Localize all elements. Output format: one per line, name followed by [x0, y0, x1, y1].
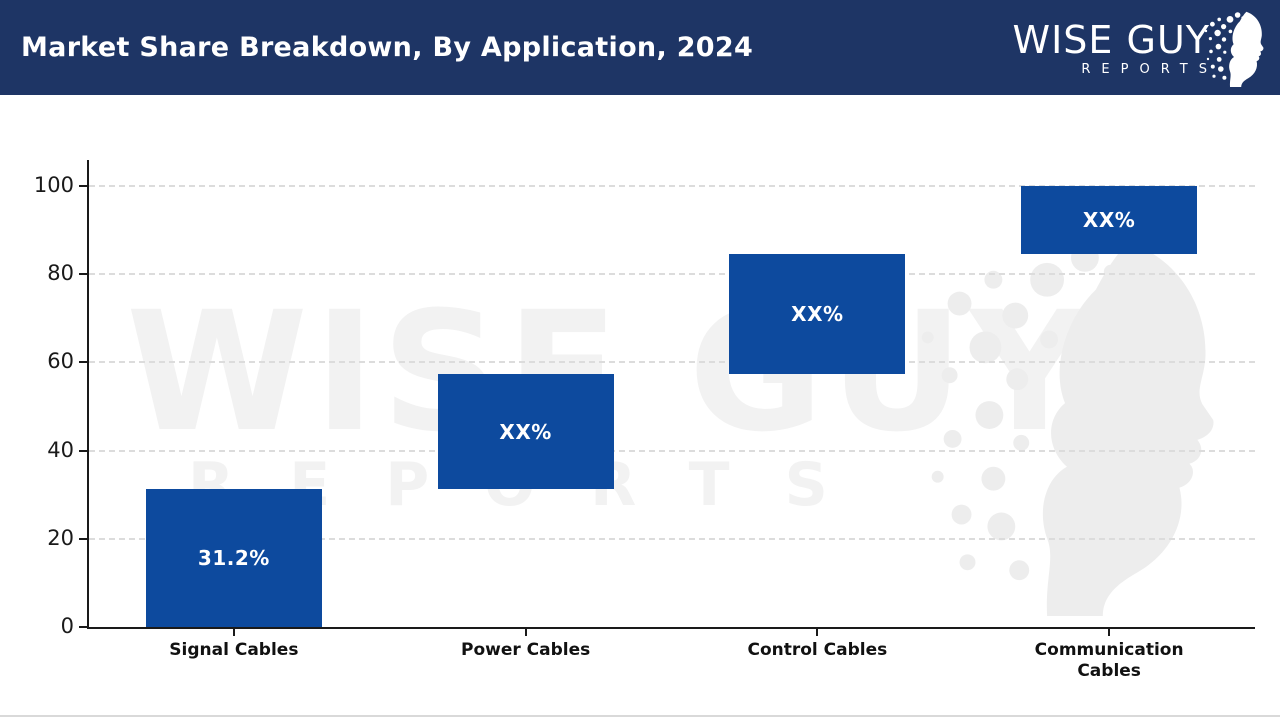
x-tick-label-2: Power Cables [460, 640, 591, 660]
y-tick-label: 100 [33, 173, 74, 197]
bar-3: XX% [729, 253, 906, 374]
x-tick-mark [816, 629, 819, 636]
y-axis-spine [87, 160, 89, 629]
page-title: Market Share Breakdown, By Application, … [21, 32, 754, 63]
header: Market Share Breakdown, By Application, … [0, 0, 1280, 95]
y-tick-mark [79, 273, 87, 276]
bar-value-label: XX% [1082, 207, 1136, 232]
gridline-100 [89, 185, 1255, 187]
x-tick-label-4: Communication Cables [1034, 640, 1184, 682]
gridline-80 [89, 273, 1255, 276]
y-tick-label: 80 [47, 261, 74, 286]
y-tick-label: 0 [60, 614, 74, 638]
x-tick-mark [1108, 629, 1111, 636]
y-tick-mark [79, 626, 87, 628]
bar-value-label: XX% [499, 419, 552, 444]
bar-1: 31.2% [145, 489, 322, 627]
gridline-60 [89, 361, 1255, 364]
y-tick-label: 20 [47, 525, 74, 550]
bar-value-label: 31.2% [197, 546, 270, 571]
x-tick-label-3: Control Cables [747, 640, 888, 660]
bar-value-label: XX% [791, 301, 844, 326]
y-tick-mark [79, 185, 87, 187]
brand-name: WISE GUY [1012, 17, 1210, 62]
brand-subtitle: REPORTS [1081, 61, 1218, 77]
x-tick-mark [232, 629, 235, 636]
gridline-20 [89, 537, 1255, 540]
x-axis-spine [87, 627, 1255, 629]
y-tick-mark [79, 449, 87, 452]
footer-divider [0, 715, 1280, 717]
gridline-40 [89, 449, 1255, 452]
y-tick-mark [79, 537, 87, 540]
brand-logo: WISE GUY REPORTS [1013, 6, 1270, 90]
y-tick-label: 40 [47, 437, 74, 462]
bar-4: XX% [1021, 186, 1198, 254]
x-tick-mark [524, 629, 527, 636]
y-tick-label: 60 [47, 349, 74, 374]
y-tick-mark [79, 361, 87, 364]
x-tick-label-1: Signal Cables [169, 640, 299, 660]
bar-2: XX% [437, 373, 614, 490]
